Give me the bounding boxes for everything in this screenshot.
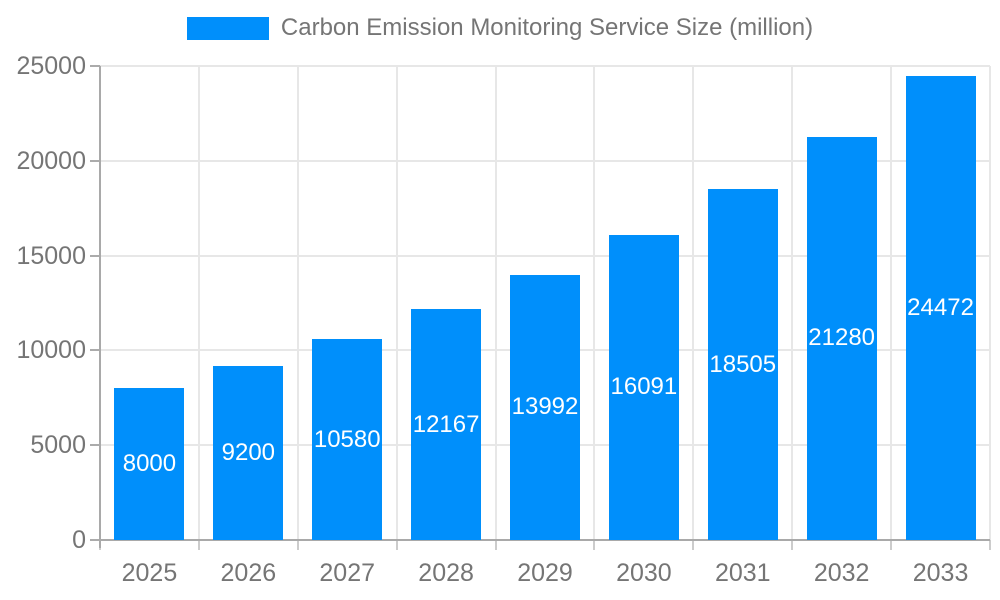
- y-axis-tick: [90, 349, 100, 352]
- y-axis-tick-label: 5000: [30, 431, 86, 460]
- y-axis-tick: [90, 444, 100, 447]
- bar-value-label: 13992: [511, 393, 579, 421]
- x-axis-tick: [989, 540, 991, 550]
- y-axis-tick-label: 0: [72, 526, 86, 554]
- x-axis-tick: [494, 540, 497, 550]
- x-axis-tick: [593, 540, 596, 550]
- gridline-vertical: [296, 66, 299, 540]
- bar-value-label: 8000: [122, 450, 177, 478]
- x-axis-tick-label: 2030: [616, 559, 672, 587]
- gridline-horizontal: [100, 65, 990, 67]
- bar-2025[interactable]: 8000: [114, 388, 185, 540]
- y-axis-tick: [90, 254, 100, 257]
- bar-value-label: 24472: [907, 294, 974, 321]
- gridline-vertical: [593, 66, 596, 540]
- bar-2032[interactable]: 21280: [806, 136, 877, 540]
- bar-value-label: 9200: [221, 438, 276, 466]
- gridline-horizontal: [100, 254, 990, 257]
- x-axis-tick: [395, 540, 398, 550]
- bar-value-label: 16091: [610, 373, 678, 401]
- x-axis-tick: [791, 540, 794, 550]
- y-axis-tick-label: 25000: [16, 52, 86, 80]
- x-axis-tick: [296, 540, 299, 550]
- bar-2031[interactable]: 18505: [707, 189, 778, 540]
- x-axis-tick: [197, 540, 200, 550]
- legend-swatch-icon: [186, 16, 269, 40]
- y-axis-line: [99, 66, 101, 548]
- gridline-horizontal: [100, 159, 990, 162]
- x-axis-tick-label: 2032: [813, 559, 870, 587]
- x-axis-tick-label: 2027: [319, 559, 376, 587]
- bar-2030[interactable]: 16091: [608, 234, 679, 540]
- bar-2026[interactable]: 9200: [213, 365, 284, 540]
- bar-value-label: 21280: [808, 324, 876, 352]
- gridline-vertical: [197, 66, 200, 540]
- x-axis-line: [100, 539, 990, 541]
- y-axis-tick-label: 20000: [16, 146, 86, 175]
- y-axis-tick: [90, 539, 100, 541]
- legend-label: Carbon Emission Monitoring Service Size …: [280, 14, 814, 41]
- bar-value-label: 12167: [412, 410, 480, 438]
- x-axis-tick-label: 2026: [220, 559, 277, 587]
- gridline-vertical: [395, 66, 398, 540]
- x-axis-tick-label: 2031: [714, 559, 771, 587]
- x-axis-tick-label: 2028: [418, 559, 474, 587]
- chart-legend[interactable]: Carbon Emission Monitoring Service Size …: [0, 14, 1000, 42]
- bar-2027[interactable]: 10580: [312, 339, 383, 540]
- x-axis-tick-label: 2029: [517, 559, 573, 587]
- x-axis-tick: [692, 540, 695, 550]
- y-axis-tick-label: 15000: [16, 241, 86, 270]
- bar-value-label: 18505: [709, 350, 777, 378]
- bar-2033[interactable]: 24472: [905, 76, 976, 540]
- bar-2028[interactable]: 12167: [411, 309, 482, 540]
- bar-value-label: 10580: [313, 425, 381, 453]
- y-axis-tick-label: 10000: [16, 336, 86, 365]
- x-axis-tick-label: 2033: [912, 559, 969, 587]
- bar-2029[interactable]: 13992: [510, 274, 580, 540]
- x-axis-tick-label: 2025: [121, 559, 178, 587]
- plot-area: 8000 9200 10580 12167 13992 16091 18505 21280 24…: [90, 65, 991, 550]
- gridline-vertical: [494, 66, 497, 540]
- gridline-vertical: [791, 66, 794, 540]
- y-axis-tick: [90, 159, 100, 162]
- gridline-vertical: [989, 66, 991, 540]
- x-axis-tick: [890, 540, 893, 550]
- gridline-vertical: [890, 66, 893, 540]
- gridline-vertical: [692, 66, 695, 540]
- y-axis-tick: [90, 65, 100, 67]
